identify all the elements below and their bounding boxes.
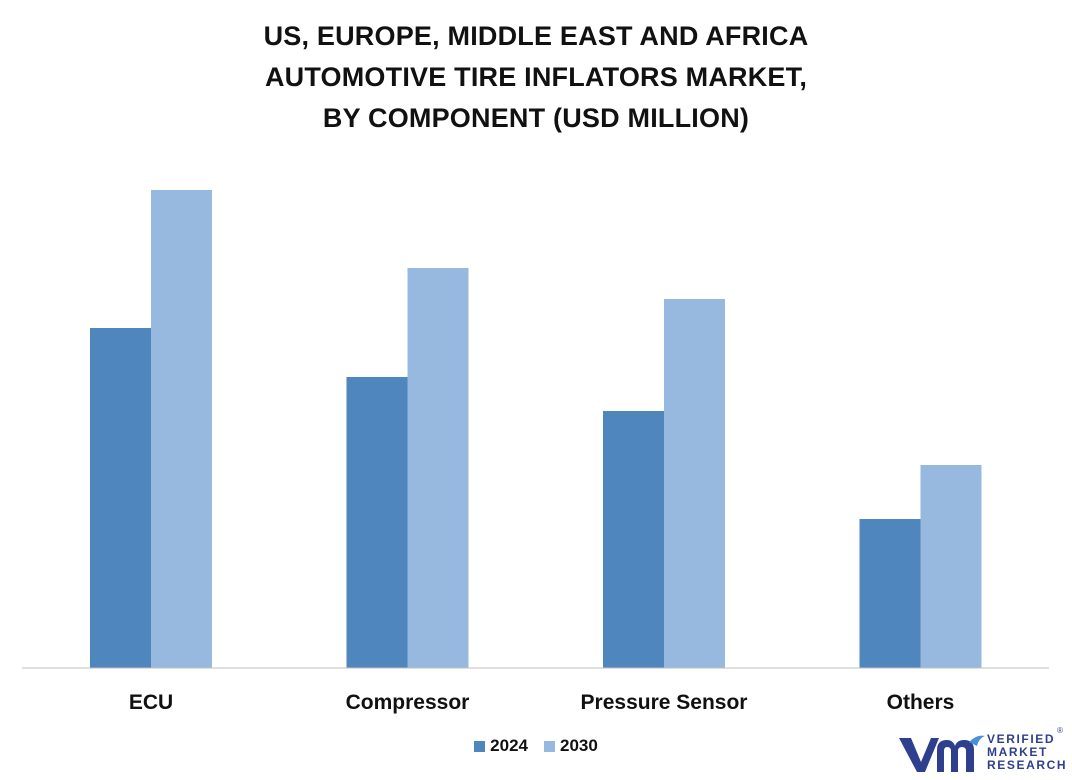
bar-others-2024 [859,519,921,668]
category-label-pressure-sensor: Pressure Sensor [581,691,748,714]
bar-compressor-2024 [346,377,408,668]
bar-pressure-sensor-2024 [603,411,664,668]
chart-title-line-2: AUTOMOTIVE TIRE INFLATORS MARKET, [264,62,808,92]
chart-title-line-1: US, EUROPE, MIDDLE EAST AND AFRICA [263,21,809,51]
brand-word-verified: VERIFIED [987,732,1056,746]
brand-word-research: RESEARCH [987,758,1068,772]
category-label-others: Others [887,691,955,714]
legend-swatch-2024 [474,740,486,752]
chart-title: US, EUROPE, MIDDLE EAST AND AFRICA AUTOM… [0,16,1072,139]
legend-item-2024: 2024 [474,736,528,756]
bar-others-2030 [920,465,982,668]
verified-market-research-logo: ® VERIFIED MARKET RESEARCH [897,726,1068,776]
legend-label-2024: 2024 [490,736,528,755]
category-label-compressor: Compressor [346,691,470,714]
vmr-logo-icon [899,735,985,772]
legend: 2024 2030 [0,736,1072,756]
chart-title-line-3: BY COMPONENT (USD MILLION) [322,103,750,133]
bars-group [90,190,982,668]
bar-ecu-2024 [90,328,151,668]
category-label-ecu: ECU [129,691,173,714]
legend-swatch-2030 [544,740,555,752]
brand-word-market: MARKET [987,745,1048,759]
legend-label-2030: 2030 [560,736,598,755]
bar-ecu-2030 [151,190,212,668]
bar-pressure-sensor-2030 [664,299,725,668]
bar-chart: ECU Compressor Pressure Sensor Others [22,190,1049,714]
legend-item-2030: 2030 [544,736,598,756]
category-labels: ECU Compressor Pressure Sensor Others [129,691,955,714]
bar-compressor-2030 [407,268,469,668]
